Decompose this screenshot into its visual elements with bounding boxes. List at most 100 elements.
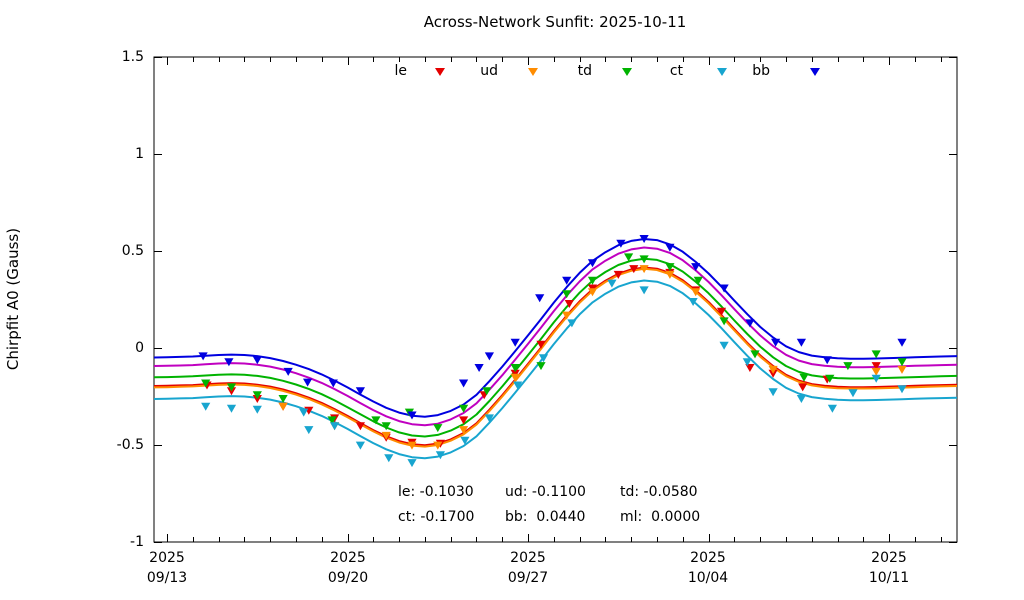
annotation-le-offset: le: -0.1030 xyxy=(398,484,474,500)
data-point-td-triangle-icon xyxy=(825,374,835,383)
data-point-td-triangle-icon xyxy=(587,276,598,285)
data-point-bb-triangle-icon xyxy=(459,379,469,388)
data-point-td-triangle-icon xyxy=(665,263,675,272)
data-point-le-triangle-icon xyxy=(536,340,546,349)
data-point-ud-triangle-icon xyxy=(381,431,391,440)
data-point-ct-triangle-icon xyxy=(796,395,806,403)
data-point-td-triangle-icon xyxy=(482,387,492,396)
y-axis-label: Chirpfit A0 (Gauss) xyxy=(4,227,22,371)
data-point-td-triangle-icon xyxy=(371,416,381,425)
data-point-ct-triangle-icon xyxy=(201,402,211,411)
data-point-td-triangle-icon xyxy=(381,422,391,431)
data-point-ud-triangle-icon xyxy=(871,367,881,376)
data-point-td-triangle-icon xyxy=(750,350,760,359)
y-tick-label: -0.5 xyxy=(116,437,144,453)
data-point-ct-triangle-icon xyxy=(435,451,445,460)
x-tick-year: 2025 xyxy=(149,550,185,566)
data-point-ct-triangle-icon xyxy=(538,354,549,363)
data-point-ct-triangle-icon xyxy=(384,454,394,463)
x-tick-date: 09/20 xyxy=(327,570,369,586)
data-point-bb-triangle-icon xyxy=(474,364,484,372)
legend-marker-ct-triangle-icon xyxy=(717,68,727,76)
x-tick-year: 2025 xyxy=(871,550,907,566)
data-point-td-triangle-icon xyxy=(536,362,546,371)
y-tick-label: 1.5 xyxy=(121,49,144,65)
data-point-ct-triangle-icon xyxy=(226,404,237,413)
data-point-ud-triangle-icon xyxy=(587,288,598,297)
data-point-ud-triangle-icon xyxy=(433,441,443,450)
x-tick-date: 10/11 xyxy=(868,570,910,586)
data-point-bb-triangle-icon xyxy=(328,379,338,388)
data-point-bb-triangle-icon xyxy=(355,387,365,396)
data-point-td-triangle-icon xyxy=(639,255,649,264)
curve-bb xyxy=(154,238,957,418)
plot-border xyxy=(153,56,958,543)
data-point-ct-triangle-icon xyxy=(848,389,858,398)
data-point-le-triangle-icon xyxy=(613,270,623,279)
data-point-bb-triangle-icon xyxy=(639,235,649,243)
legend-label-ct: ct xyxy=(669,63,683,79)
data-point-bb-triangle-icon xyxy=(535,294,545,303)
data-point-bb-triangle-icon xyxy=(665,243,675,252)
data-point-td-triangle-icon xyxy=(719,317,729,326)
data-point-bb-triangle-icon xyxy=(796,338,806,347)
data-point-td-triangle-icon xyxy=(252,391,262,400)
x-tick-label: 2025 09/27 xyxy=(488,548,568,588)
data-point-bb-triangle-icon xyxy=(897,338,907,347)
data-point-bb-triangle-icon xyxy=(745,319,755,328)
data-point-ct-triangle-icon xyxy=(299,408,309,417)
data-point-ud-triangle-icon xyxy=(639,265,649,274)
data-point-ud-triangle-icon xyxy=(768,365,778,374)
data-point-le-triangle-icon xyxy=(564,300,574,308)
legend-marker-ud-triangle-icon xyxy=(528,68,538,76)
data-point-le-triangle-icon xyxy=(798,383,808,392)
data-point-ud-triangle-icon xyxy=(665,270,675,279)
data-point-td-triangle-icon xyxy=(201,379,211,388)
legend-marker-bb-triangle-icon xyxy=(810,68,820,76)
data-point-ct-triangle-icon xyxy=(252,405,262,414)
curve-ud xyxy=(154,267,957,448)
data-point-le-triangle-icon xyxy=(871,362,881,371)
data-point-td-triangle-icon xyxy=(278,395,288,403)
data-point-td-triangle-icon xyxy=(459,404,469,413)
data-point-bb-triangle-icon xyxy=(616,239,626,248)
data-point-ct-triangle-icon xyxy=(513,381,523,390)
y-tick-label: 1 xyxy=(135,146,144,162)
data-point-ct-triangle-icon xyxy=(742,358,752,367)
legend-marker-le-triangle-icon xyxy=(435,68,445,76)
data-point-ud-triangle-icon xyxy=(562,311,572,320)
data-point-bb-triangle-icon xyxy=(224,358,234,367)
x-tick-label: 2025 09/13 xyxy=(127,548,207,588)
data-point-bb-triangle-icon xyxy=(283,367,293,376)
data-point-le-triangle-icon xyxy=(355,422,365,431)
data-point-bb-triangle-icon xyxy=(252,356,262,365)
data-point-td-triangle-icon xyxy=(510,364,520,372)
data-point-td-triangle-icon xyxy=(226,383,237,392)
curve-le xyxy=(154,266,957,447)
data-point-ct-triangle-icon xyxy=(688,298,698,306)
x-tick-label: 2025 10/11 xyxy=(849,548,929,588)
data-point-ct-triangle-icon xyxy=(484,414,494,423)
data-point-ct-triangle-icon xyxy=(567,319,577,328)
data-point-bb-triangle-icon xyxy=(691,263,701,272)
data-point-td-triangle-icon xyxy=(693,276,703,285)
data-point-td-triangle-icon xyxy=(843,362,853,371)
data-point-bb-triangle-icon xyxy=(407,411,417,420)
legend-label-td: td xyxy=(577,63,592,79)
x-tick-year: 2025 xyxy=(330,550,366,566)
annotation-ml-offset: ml: 0.0000 xyxy=(620,509,701,525)
data-point-td-triangle-icon xyxy=(562,290,572,299)
curve-td xyxy=(154,257,957,438)
data-point-ud-triangle-icon xyxy=(691,288,701,297)
legend-label-bb: bb xyxy=(752,63,770,79)
x-tick-date: 09/27 xyxy=(507,570,549,586)
data-point-ct-triangle-icon xyxy=(607,279,617,288)
x-tick-label: 2025 09/20 xyxy=(308,548,388,588)
x-tick-label: 2025 10/04 xyxy=(668,548,748,588)
data-point-td-triangle-icon xyxy=(433,424,443,433)
data-point-ct-triangle-icon xyxy=(768,388,778,397)
y-tick-label: -1 xyxy=(130,534,144,550)
data-point-ct-triangle-icon xyxy=(719,341,729,350)
data-point-ct-triangle-icon xyxy=(897,385,907,394)
data-point-bb-triangle-icon xyxy=(303,378,313,387)
